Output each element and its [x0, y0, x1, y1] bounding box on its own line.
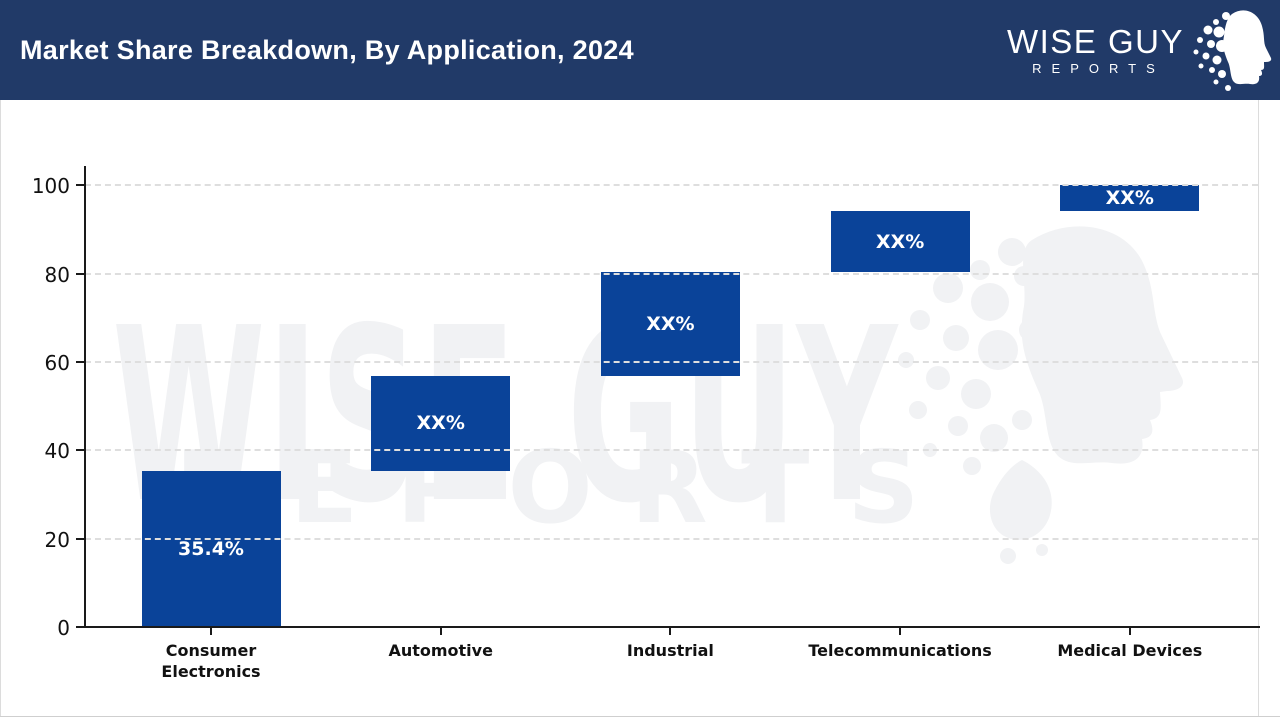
- x-axis-category-label: Consumer Electronics: [161, 641, 261, 681]
- watermark-reports-text: REPORTS: [175, 429, 958, 546]
- gridline-80: [85, 272, 1258, 275]
- panel-left-border: [0, 100, 1, 717]
- bar-4: [830, 210, 970, 273]
- x-tick-mark: [439, 628, 442, 635]
- brand-name: WISE GUY: [1006, 22, 1184, 60]
- brand-logo: WISE GUY REPORTS: [1007, 4, 1280, 96]
- y-tick-label: 0: [57, 616, 70, 640]
- panel-bottom-border: [0, 716, 1280, 717]
- watermark-head-icon: [898, 226, 1184, 564]
- x-tick-mark: [899, 628, 902, 635]
- x-axis-category-label: Telecommunications: [808, 641, 992, 660]
- gridline-60: [85, 360, 1258, 363]
- bar-value-label: XX%: [646, 313, 695, 336]
- x-axis-line: [84, 626, 1260, 628]
- y-tick-label: 20: [44, 527, 70, 552]
- header-bar: Market Share Breakdown, By Application, …: [0, 0, 1280, 100]
- y-tick-label: 80: [44, 262, 70, 287]
- y-tick-mark: [76, 626, 84, 628]
- bar-value-label: XX%: [1105, 187, 1154, 210]
- page-title: Market Share Breakdown, By Application, …: [20, 34, 634, 65]
- y-tick-mark: [76, 360, 84, 363]
- x-axis-category-label: Medical Devices: [1057, 641, 1203, 660]
- brand-subtitle: REPORTS: [1032, 60, 1165, 76]
- brand-head-icon: [1193, 10, 1272, 91]
- y-tick-mark: [76, 449, 84, 452]
- x-tick-mark: [210, 628, 212, 635]
- x-axis-category-label: Automotive: [388, 641, 493, 660]
- gridline-100: [85, 184, 1258, 187]
- x-tick-mark: [1128, 628, 1131, 635]
- bar-value-label: XX%: [416, 412, 465, 435]
- gridline-20: [85, 537, 1258, 540]
- gridline-40: [85, 449, 1258, 452]
- bar-value-label: 35.4%: [178, 537, 244, 560]
- y-axis-line: [84, 166, 86, 628]
- brand-logo-text: WISE GUY REPORTS: [1007, 25, 1184, 76]
- chart-plot-area: 35.4% XX% XX% XX% XX% 0 20 40 60 80 100 Consumer El…: [0, 100, 1280, 717]
- bar-3: [600, 272, 740, 377]
- y-tick-label: 40: [44, 439, 70, 464]
- panel-right-border: [1258, 100, 1259, 717]
- bar-value-label: XX%: [875, 230, 925, 253]
- y-tick-mark: [76, 537, 84, 540]
- bar-5: [1060, 185, 1200, 211]
- y-tick-mark: [76, 184, 84, 187]
- y-tick-mark: [76, 272, 84, 275]
- x-axis-category-label: Industrial: [626, 641, 714, 660]
- y-tick-label: 60: [44, 350, 70, 375]
- x-tick-mark: [669, 628, 672, 635]
- y-tick-label: 100: [31, 174, 70, 199]
- bar-2: [371, 376, 511, 471]
- bar-1: [141, 470, 281, 627]
